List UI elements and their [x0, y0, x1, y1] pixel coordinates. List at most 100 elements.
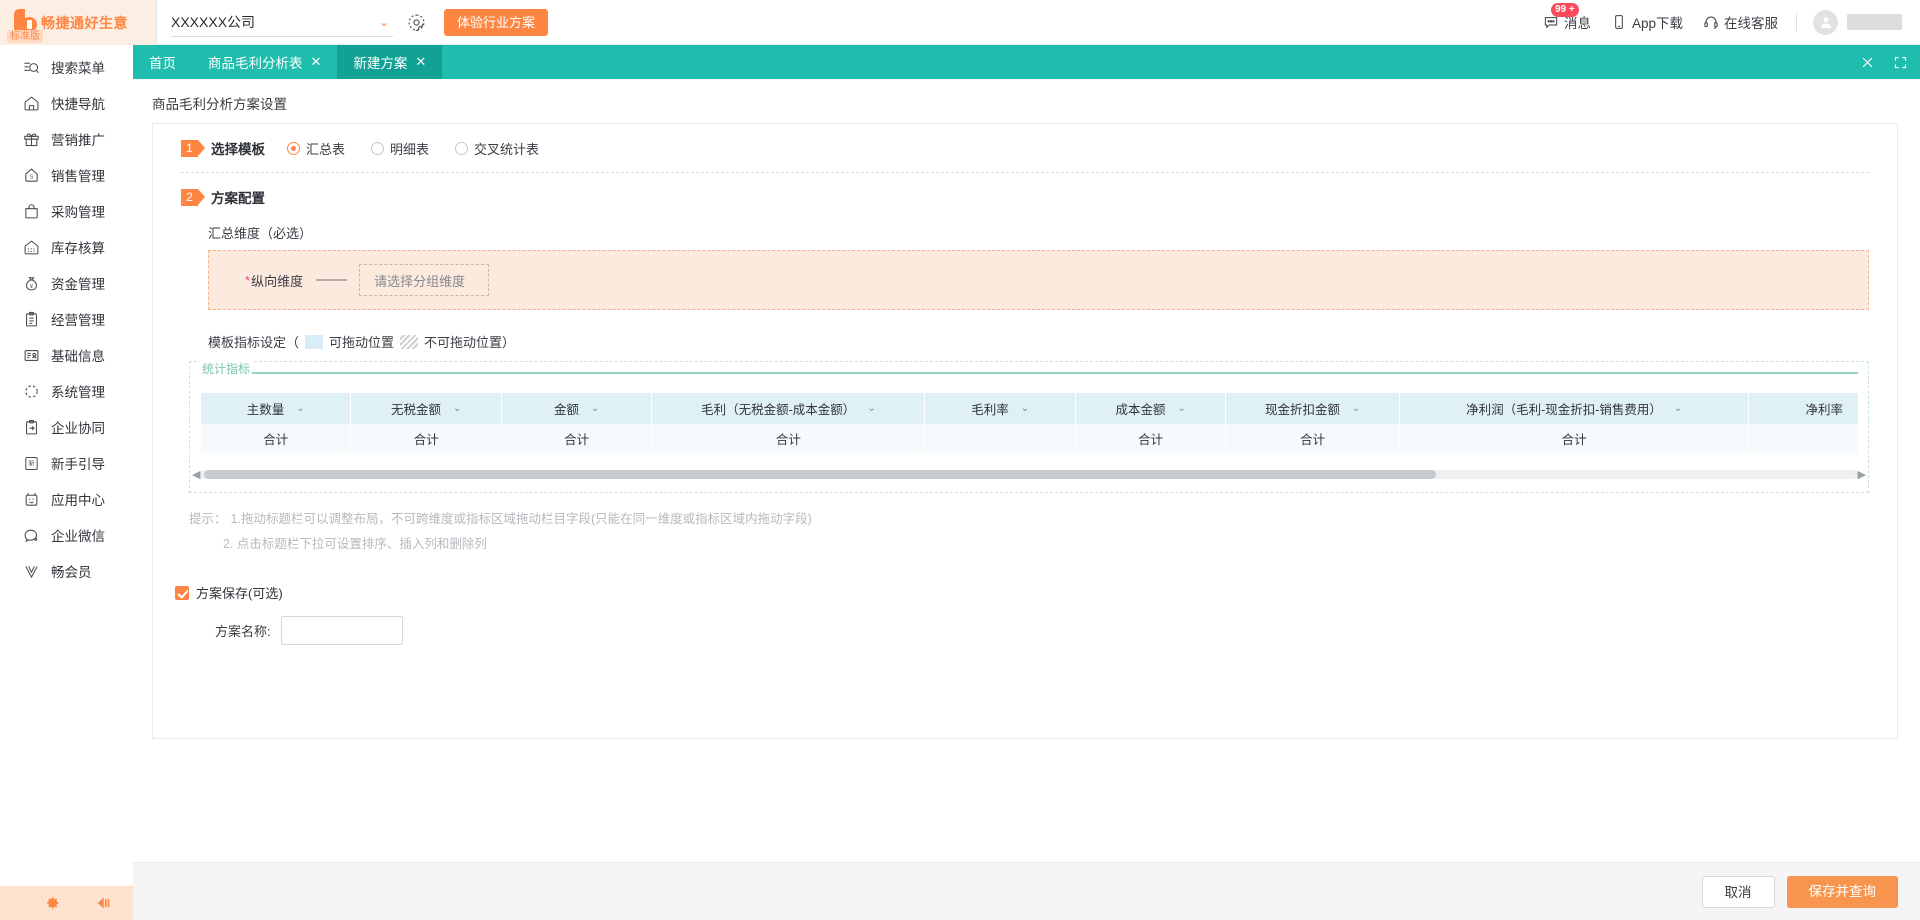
- indicator-table-scroll-viewport: 主数量 ⌄ 无税金额 ⌄ 金额 ⌄ 毛利（无税金额-成本金额） ⌄: [200, 392, 1858, 456]
- column-header-gross-margin[interactable]: 毛利率 ⌄: [924, 392, 1076, 424]
- main-content: 商品毛利分析方案设置 1 选择模板 汇总表 明细表 交叉统计表: [133, 79, 1920, 920]
- table-row: 合计 合计 合计 合计 合计 合计 合计: [200, 423, 1858, 454]
- column-header-cash-discount-amount[interactable]: 现金折扣金额 ⌄: [1225, 392, 1400, 424]
- column-header-net-margin[interactable]: 净利率: [1748, 392, 1858, 424]
- radio-detail-table[interactable]: 明细表: [371, 139, 429, 158]
- sidebar-item-marketing[interactable]: 营销推广: [0, 121, 156, 157]
- save-and-query-button[interactable]: 保存并查询: [1786, 875, 1898, 908]
- step-2-row: 2 方案配置: [153, 173, 1897, 221]
- company-select[interactable]: XXXXXX公司 ⌄: [171, 7, 393, 37]
- messages-button[interactable]: 消息 99 +: [1543, 3, 1591, 32]
- brand-edition-badge: 标准版: [7, 30, 43, 43]
- sidebar-item-system[interactable]: 系统管理: [0, 373, 156, 409]
- plan-name-input[interactable]: [280, 616, 403, 645]
- top-header: XXXXXX公司 ⌄ 体验行业方案 消息 99 + App下载: [157, 0, 1920, 45]
- sidebar-item-sales[interactable]: S 销售管理: [0, 157, 156, 193]
- sidebar-item-quick-nav[interactable]: 快捷导航: [0, 85, 156, 121]
- cancel-button[interactable]: 取消: [1701, 875, 1775, 908]
- brand-logo-icon: [12, 8, 38, 38]
- column-header-amount[interactable]: 金额 ⌄: [500, 392, 653, 424]
- sales-icon: S: [22, 166, 40, 184]
- app-download-button[interactable]: App下载: [1611, 12, 1683, 32]
- online-service-button[interactable]: 在线客服: [1703, 12, 1778, 32]
- scrollbar-thumb[interactable]: [204, 470, 1436, 479]
- sidebar-item-vip-member[interactable]: 畅会员: [0, 553, 156, 589]
- sidebar-item-collaboration[interactable]: 企业协同: [0, 409, 156, 445]
- column-header-label: 净利润（毛利-现金折扣-销售费用）: [1466, 402, 1662, 417]
- close-icon[interactable]: [1860, 55, 1875, 70]
- collapse-sidebar-icon[interactable]: [95, 895, 111, 911]
- tab-home[interactable]: 首页: [133, 45, 192, 79]
- gear-icon[interactable]: [45, 895, 61, 911]
- close-icon[interactable]: ✕: [310, 54, 322, 69]
- sidebar-item-purchase[interactable]: 采购管理: [0, 193, 156, 229]
- step-1-badge: 1: [181, 139, 205, 157]
- clipboard-icon: [22, 310, 40, 328]
- chevron-down-icon[interactable]: ⌄: [1020, 402, 1030, 414]
- sidebar-menu: 搜索菜单 快捷导航 营销推广 S: [0, 45, 156, 886]
- column-header-gross-profit[interactable]: 毛利（无税金额-成本金额） ⌄: [651, 392, 926, 424]
- sidebar-item-label: 基础信息: [51, 349, 105, 364]
- section-divider: [181, 172, 1869, 173]
- group-dimension-select[interactable]: 请选择分组维度: [359, 264, 490, 296]
- step-2-label: 方案配置: [211, 191, 265, 206]
- sidebar-item-beginner-guide[interactable]: 新 新手引导: [0, 445, 156, 481]
- column-header-net-profit[interactable]: 净利润（毛利-现金折扣-销售费用） ⌄: [1398, 392, 1750, 424]
- sidebar-item-search-menu[interactable]: 搜索菜单: [0, 49, 156, 85]
- sidebar-footer: [0, 886, 156, 920]
- purchase-bag-icon: [22, 202, 40, 220]
- sidebar-item-operations[interactable]: 经营管理: [0, 301, 156, 337]
- app-download-label: App下载: [1631, 16, 1683, 31]
- sidebar-item-label: 资金管理: [51, 277, 105, 292]
- cell-total-gross-profit: 合计: [651, 423, 926, 454]
- chevron-down-icon[interactable]: ⌄: [1351, 402, 1361, 414]
- radio-cross-table[interactable]: 交叉统计表: [455, 139, 539, 158]
- column-header-label: 金额: [553, 402, 579, 417]
- chevron-down-icon[interactable]: ⌄: [296, 402, 305, 414]
- sidebar-item-inventory[interactable]: 库存核算: [0, 229, 156, 265]
- dimension-drop-area[interactable]: * 纵向维度 —— 请选择分组维度: [208, 250, 1869, 310]
- scroll-right-icon[interactable]: ▶: [1857, 469, 1866, 481]
- company-name: XXXXXX公司: [171, 13, 256, 30]
- chevron-down-icon[interactable]: ⌄: [590, 402, 600, 414]
- step-1-row: 1 选择模板 汇总表 明细表 交叉统计表: [153, 124, 1897, 172]
- sidebar-item-wechat-work[interactable]: 企业微信: [0, 517, 156, 553]
- indicator-table: 主数量 ⌄ 无税金额 ⌄ 金额 ⌄ 毛利（无税金额-成本金额） ⌄: [200, 392, 1858, 454]
- messages-label: 消息: [1563, 16, 1591, 31]
- close-icon[interactable]: ✕: [415, 54, 427, 69]
- trial-industry-plan-button[interactable]: 体验行业方案: [444, 8, 549, 36]
- indicator-table-area: 统计指标 主数量 ⌄ 无税金额 ⌄ 金额 ⌄: [189, 361, 1869, 493]
- column-header-main-qty[interactable]: 主数量 ⌄: [200, 392, 352, 424]
- save-plan-checkbox[interactable]: 方案保存(可选): [175, 583, 1897, 602]
- brand-logo-block: 畅捷通好生意 标准版: [0, 0, 156, 45]
- radio-summary-table[interactable]: 汇总表: [287, 139, 345, 158]
- sidebar-item-funds[interactable]: ¥ 资金管理: [0, 265, 156, 301]
- cell-total-gross-margin: [924, 423, 1076, 454]
- chevron-down-icon[interactable]: ⌄: [453, 402, 462, 414]
- column-header-cost-amount[interactable]: 成本金额 ⌄: [1074, 392, 1227, 424]
- table-horizontal-scrollbar[interactable]: ◀ ▶: [192, 469, 1866, 481]
- sidebar-item-label: 企业协同: [51, 421, 105, 436]
- plan-setting-panel: 1 选择模板 汇总表 明细表 交叉统计表 2 方案配置: [152, 123, 1898, 739]
- chevron-down-icon[interactable]: ⌄: [867, 402, 876, 414]
- gear-icon[interactable]: [407, 13, 426, 32]
- sidebar: 畅捷通好生意 标准版 搜索菜单 快捷导航: [0, 0, 157, 920]
- collab-clipboard-icon: [22, 418, 40, 436]
- avatar[interactable]: [1813, 9, 1838, 35]
- save-plan-block: 方案保存(可选) 方案名称:: [153, 557, 1897, 645]
- chevron-down-icon[interactable]: ⌄: [1673, 402, 1683, 414]
- fullscreen-icon[interactable]: [1893, 55, 1908, 70]
- sidebar-item-label: 快捷导航: [51, 97, 105, 112]
- tab-gross-profit-report[interactable]: 商品毛利分析表 ✕: [192, 45, 337, 79]
- plan-name-row: 方案名称:: [175, 602, 1897, 645]
- radio-label: 汇总表: [306, 141, 346, 157]
- sidebar-item-label: 新手引导: [51, 457, 105, 472]
- sidebar-item-basic-info[interactable]: 基础信息: [0, 337, 156, 373]
- column-header-tax-free-amount[interactable]: 无税金额 ⌄: [350, 392, 502, 424]
- chevron-down-icon[interactable]: ⌄: [1177, 402, 1186, 414]
- step-2-badge: 2: [181, 188, 205, 206]
- tab-new-plan[interactable]: 新建方案 ✕: [337, 45, 443, 79]
- sidebar-item-app-center[interactable]: 应用中心: [0, 481, 156, 517]
- scroll-left-icon[interactable]: ◀: [192, 469, 201, 481]
- legend-prefix: 模板指标设定（: [208, 335, 300, 350]
